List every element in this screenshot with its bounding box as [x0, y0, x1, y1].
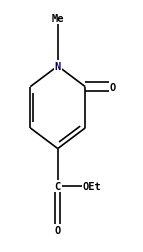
Text: O: O — [55, 225, 61, 235]
Text: Me: Me — [51, 14, 64, 24]
Text: N: N — [55, 62, 61, 72]
Text: O: O — [110, 82, 116, 92]
Text: C: C — [55, 181, 61, 192]
Text: OEt: OEt — [83, 181, 101, 192]
